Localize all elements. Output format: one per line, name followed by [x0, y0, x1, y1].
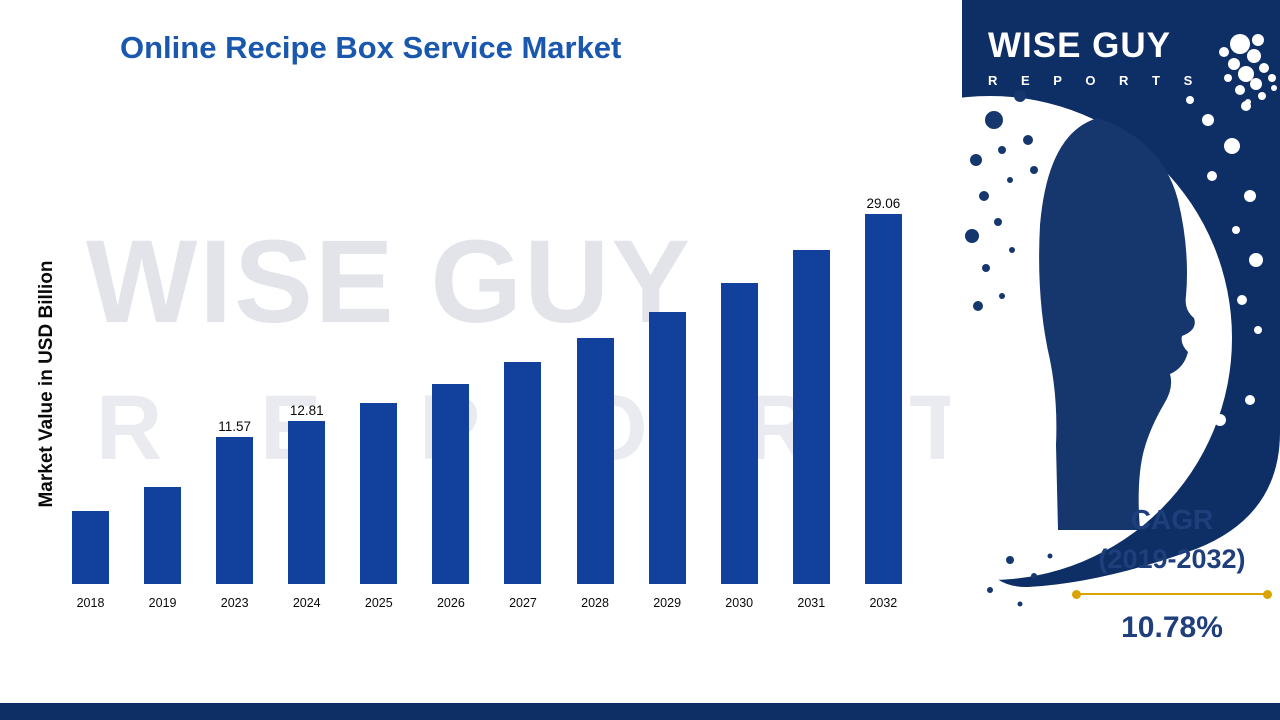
- bar-col-2028: 2028: [576, 196, 614, 610]
- bar-value-label-2023: 11.57: [218, 418, 252, 434]
- bar-2032: [864, 214, 902, 584]
- x-tick-2029: 2029: [653, 596, 682, 610]
- bar-col-2029: 2029: [648, 196, 686, 610]
- bar-2031: [792, 250, 830, 584]
- bar-col-2025: 2025: [360, 196, 398, 610]
- brand-logo: WISE GUY R E P O R T S: [988, 26, 1280, 111]
- x-tick-2031: 2031: [797, 596, 826, 610]
- brand-name: WISE GUY: [988, 26, 1172, 65]
- side-panel-graphic: [950, 0, 1280, 607]
- bar-col-2018: 2018: [72, 196, 109, 610]
- bar-2025: [360, 403, 398, 584]
- bar-col-2019: 2019: [144, 196, 182, 610]
- bar-2028: [576, 338, 614, 584]
- brand-subtitle: R E P O R T S: [988, 73, 1203, 88]
- bar-2024: [288, 420, 326, 584]
- brand-logo-text: WISE GUY R E P O R T S: [988, 26, 1202, 88]
- bar-2030: [720, 282, 758, 584]
- x-tick-2030: 2030: [725, 596, 754, 610]
- bar-2029: [648, 311, 686, 584]
- y-axis-label: Market Value in USD Billion: [36, 260, 57, 508]
- bar-2019: [144, 486, 182, 584]
- bar-col-2027: 2027: [504, 196, 542, 610]
- x-tick-2023: 2023: [220, 596, 249, 610]
- face-profile-icon: [1039, 118, 1195, 530]
- cagr-range: (2019-2032): [1098, 544, 1246, 574]
- x-tick-2027: 2027: [509, 596, 537, 610]
- bar-2027: [504, 362, 542, 584]
- x-tick-2026: 2026: [436, 596, 465, 610]
- bar-2018: [72, 510, 109, 584]
- dot-cluster-right: [1186, 96, 1263, 426]
- x-tick-2028: 2028: [581, 596, 609, 610]
- background-watermark-line1: WISE GUY: [86, 216, 693, 348]
- plot: 2018 2019 11.57 2023 12.81 2024 2025 2026 2027 20…: [72, 196, 902, 610]
- bar-col-2023: 11.57 2023: [216, 196, 254, 610]
- x-tick-2025: 2025: [364, 596, 393, 610]
- bar-col-2031: 2031: [792, 196, 830, 610]
- cagr-label: CAGR: [1130, 504, 1214, 535]
- bar-col-2030: 2030: [720, 196, 758, 610]
- bar-value-label-2024: 12.81: [289, 402, 324, 418]
- dot-cluster-bottom: [987, 553, 1053, 607]
- bar-col-2026: 2026: [432, 196, 470, 610]
- cagr-divider-line: [1072, 589, 1272, 599]
- bar-value-label-2032: 29.06: [866, 196, 901, 211]
- cagr-block: CAGR (2019-2032) 10.78%: [1072, 504, 1272, 645]
- x-tick-2018: 2018: [76, 596, 105, 610]
- x-tick-2019: 2019: [148, 596, 177, 610]
- bar-2023: [216, 436, 254, 584]
- footer-bar: [0, 703, 1280, 720]
- x-tick-2024: 2024: [292, 596, 321, 610]
- bar-col-2032: 29.06 2032: [864, 196, 902, 610]
- brand-face-icon: [1219, 34, 1278, 105]
- bar-col-2024: 12.81 2024: [288, 196, 326, 610]
- dot-cluster-left: [965, 90, 1038, 311]
- bar-2026: [432, 383, 470, 584]
- cagr-value: 10.78%: [1121, 611, 1223, 644]
- x-tick-2032: 2032: [869, 596, 898, 610]
- chart-title: Online Recipe Box Service Market: [120, 30, 622, 65]
